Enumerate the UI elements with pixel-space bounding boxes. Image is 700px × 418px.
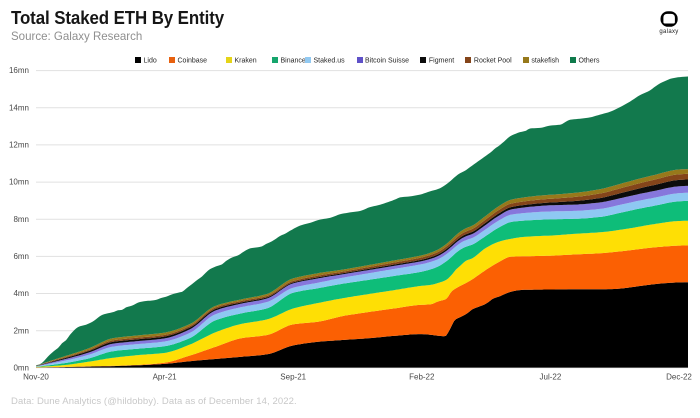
svg-text:Sep-21: Sep-21 [280,373,306,382]
svg-text:Dec-22: Dec-22 [666,373,692,382]
svg-text:2mn: 2mn [13,326,29,335]
svg-text:Apr-21: Apr-21 [153,373,178,382]
svg-text:14mn: 14mn [9,103,29,112]
svg-text:10mn: 10mn [9,178,29,187]
svg-text:8mn: 8mn [13,215,29,224]
svg-text:16mn: 16mn [9,66,29,75]
svg-text:12mn: 12mn [9,141,29,150]
svg-text:Jul-22: Jul-22 [540,373,562,382]
svg-text:0mn: 0mn [13,363,29,372]
svg-text:Feb-22: Feb-22 [409,373,435,382]
svg-text:6mn: 6mn [13,252,29,261]
svg-text:4mn: 4mn [13,289,29,298]
svg-text:Nov-20: Nov-20 [23,373,49,382]
